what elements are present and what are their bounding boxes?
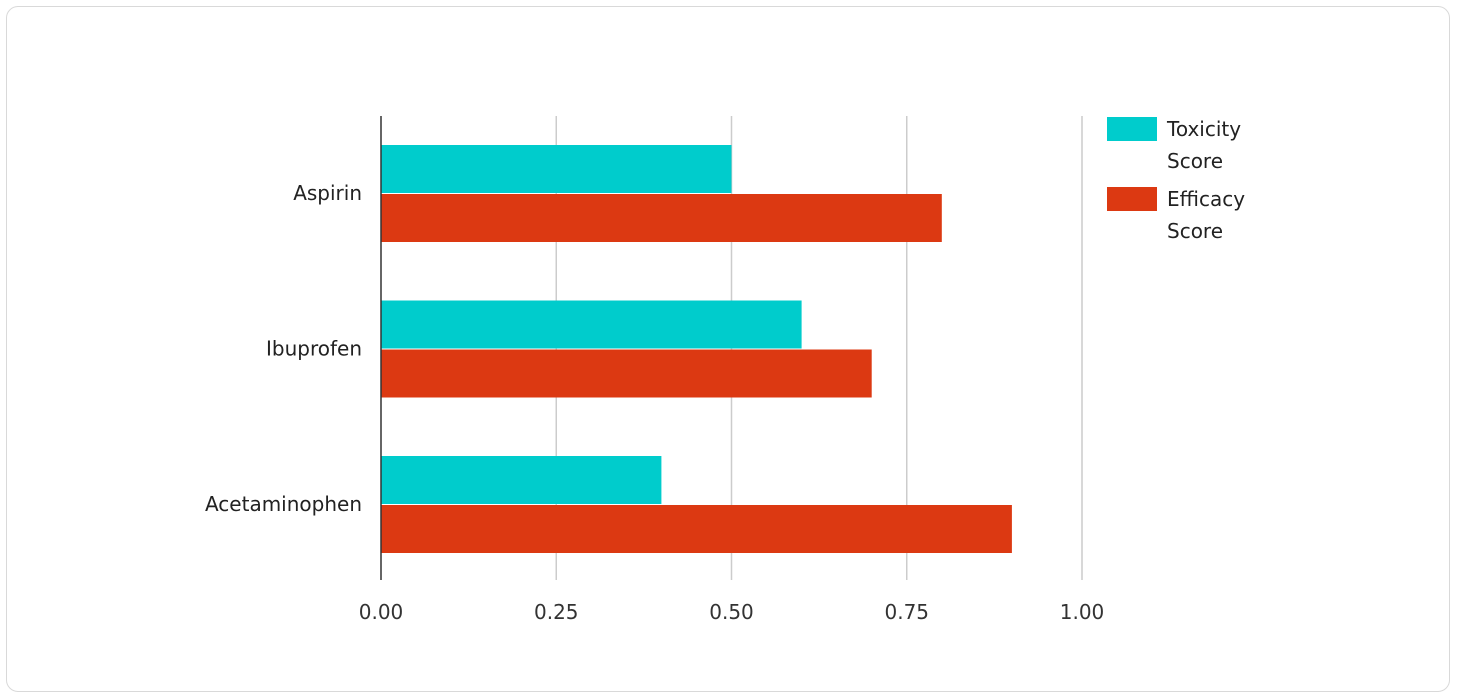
bar-toxicity-score-acetaminophen[interactable] (381, 456, 662, 504)
legend: Toxicity Score Efficacy Score (1107, 117, 1245, 243)
bar-efficacy-score-ibuprofen[interactable] (381, 349, 872, 398)
legend-swatch (1107, 117, 1157, 141)
bar-efficacy-score-acetaminophen[interactable] (381, 505, 1012, 553)
x-tick-labels: 0.00 0.25 0.50 0.75 1.00 (359, 600, 1105, 624)
legend-label: Efficacy (1167, 187, 1245, 211)
category-label: Acetaminophen (205, 492, 362, 516)
category-label: Aspirin (293, 181, 362, 205)
x-tick-label: 0.75 (884, 600, 929, 624)
legend-label: Score (1167, 219, 1223, 243)
legend-label: Toxicity (1166, 117, 1241, 141)
x-tick-label: 0.50 (709, 600, 754, 624)
bar-efficacy-score-aspirin[interactable] (381, 194, 942, 242)
chart-card (6, 6, 1450, 692)
x-tick-label: 1.00 (1060, 600, 1105, 624)
category-label: Ibuprofen (266, 337, 362, 361)
bars (381, 145, 1012, 553)
bar-toxicity-score-aspirin[interactable] (381, 145, 732, 193)
legend-swatch (1107, 187, 1157, 211)
x-tick-label: 0.00 (359, 600, 404, 624)
x-tick-label: 0.25 (534, 600, 579, 624)
legend-label: Score (1167, 149, 1223, 173)
bar-toxicity-score-ibuprofen[interactable] (381, 300, 802, 349)
category-labels: Aspirin Ibuprofen Acetaminophen (205, 181, 362, 516)
